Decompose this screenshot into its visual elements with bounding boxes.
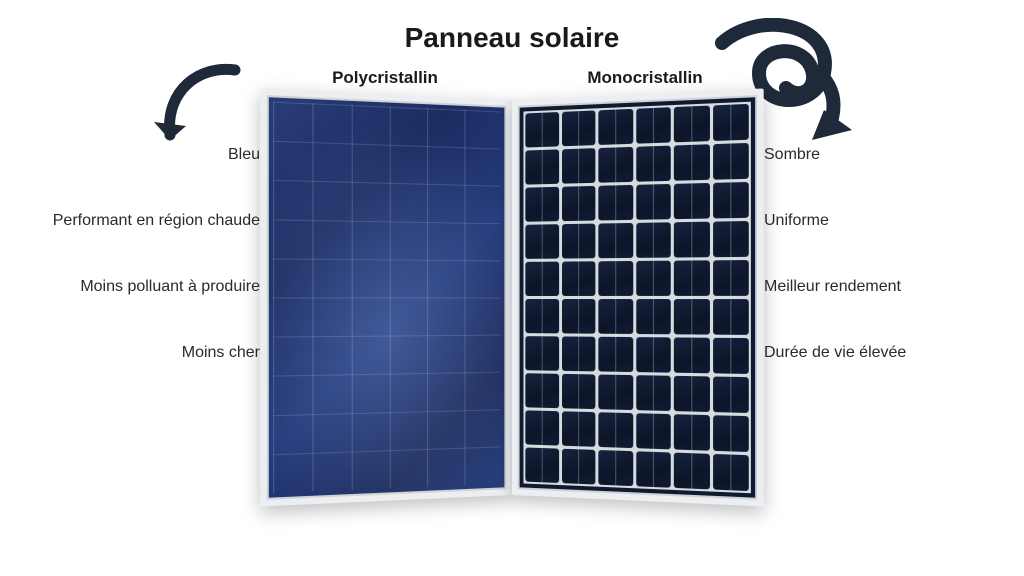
mono-cell: [598, 261, 632, 296]
panels-container: [282, 100, 742, 540]
mono-cell: [525, 299, 558, 333]
mono-cell: [674, 337, 710, 373]
mono-feature-0: Sombre: [764, 145, 974, 165]
mono-cell: [713, 221, 749, 257]
poly-subtitle: Polycristallin: [295, 68, 475, 88]
mono-cell: [562, 411, 596, 447]
poly-feature-0: Bleu: [50, 145, 260, 165]
mono-cell: [525, 112, 558, 148]
mono-cell: [562, 336, 596, 371]
mono-cell: [562, 261, 596, 296]
mono-cell: [525, 224, 558, 259]
mono-cell: [636, 451, 671, 487]
mono-cell: [713, 454, 749, 491]
mono-cell: [674, 376, 710, 412]
mono-cell: [636, 184, 671, 220]
mono-cell: [713, 338, 749, 374]
mono-cell: [674, 106, 710, 143]
mono-cell: [562, 299, 596, 334]
mono-cell: [636, 261, 671, 296]
mono-cell: [713, 376, 749, 412]
mono-feature-3: Durée de vie élevée: [764, 343, 974, 363]
mono-cell: [562, 224, 596, 259]
mono-cell: [674, 144, 710, 180]
mono-cell: [562, 374, 596, 409]
mono-cell: [562, 449, 596, 485]
mono-panel: [512, 88, 764, 506]
mono-cell: [636, 375, 671, 411]
mono-cell: [562, 110, 596, 146]
mono-cell: [598, 412, 632, 448]
mono-cell: [674, 299, 710, 335]
mono-cell: [636, 222, 671, 258]
mono-cell: [636, 413, 671, 449]
mono-cell: [525, 149, 558, 184]
poly-feature-2: Moins polluant à produire: [50, 277, 260, 297]
mono-cell: [598, 337, 632, 372]
mono-cell: [598, 223, 632, 258]
mono-cell: [598, 147, 632, 183]
mono-feature-1: Uniforme: [764, 211, 974, 231]
mono-feature-2: Meilleur rendement: [764, 277, 974, 297]
mono-cell: [713, 415, 749, 452]
mono-cell: [713, 299, 749, 335]
poly-feature-3: Moins cher: [50, 343, 260, 363]
mono-cell: [674, 222, 710, 258]
poly-features: Bleu Performant en région chaude Moins p…: [50, 145, 260, 363]
mono-grid: [523, 102, 750, 494]
mono-cell: [525, 373, 558, 408]
mono-cell: [674, 414, 710, 450]
mono-cell: [674, 453, 710, 490]
mono-cell: [525, 336, 558, 371]
mono-cell: [598, 375, 632, 411]
mono-cell: [598, 185, 632, 221]
mono-cell: [636, 299, 671, 334]
main-title: Panneau solaire: [0, 22, 1024, 54]
mono-cell: [674, 260, 710, 296]
mono-cell: [525, 410, 558, 445]
mono-cell: [636, 337, 671, 373]
mono-cell: [598, 299, 632, 334]
mono-cell: [562, 148, 596, 184]
poly-panel: [260, 88, 512, 506]
mono-cell: [525, 187, 558, 222]
poly-feature-1: Performant en région chaude: [50, 211, 260, 231]
mono-cell: [562, 186, 596, 221]
mono-cell: [713, 143, 749, 180]
mono-cell: [674, 183, 710, 219]
mono-features: Sombre Uniforme Meilleur rendement Durée…: [764, 145, 974, 363]
mono-cell: [598, 450, 632, 486]
mono-cell: [636, 107, 671, 143]
mono-cell: [598, 109, 632, 145]
mono-cell: [713, 182, 749, 219]
mono-cell: [636, 146, 671, 182]
mono-cell: [713, 260, 749, 296]
poly-grid: [273, 102, 500, 494]
mono-cell: [713, 104, 749, 141]
mono-cell: [525, 262, 558, 296]
mono-cell: [525, 447, 558, 483]
